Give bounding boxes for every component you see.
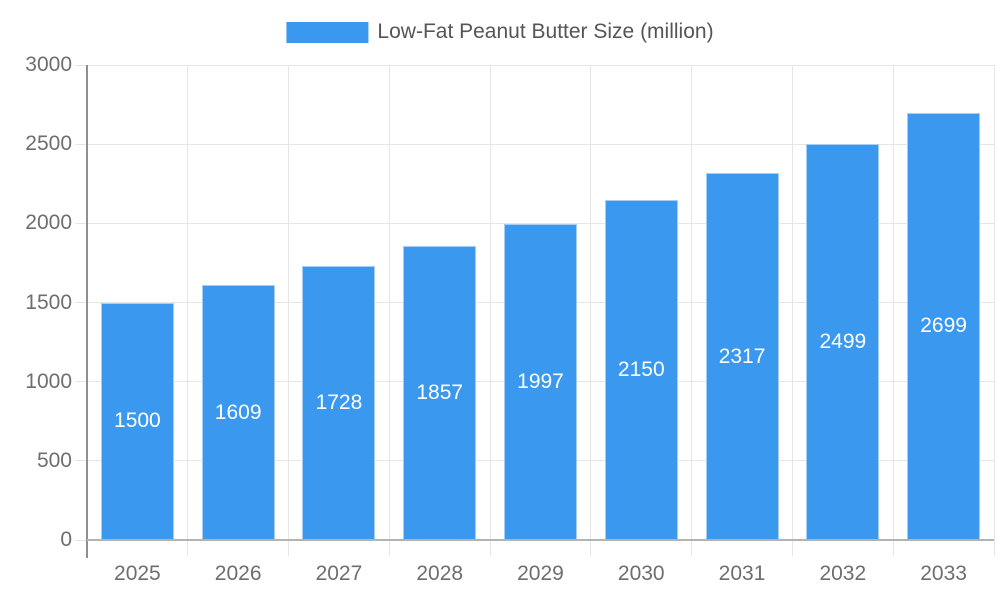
x-axis-tick [489, 540, 491, 556]
bar[interactable]: 1728 [302, 266, 376, 540]
bar[interactable]: 1500 [100, 302, 174, 540]
bar-value-label: 2150 [617, 357, 665, 381]
x-gridline [791, 65, 793, 540]
legend-label: Low-Fat Peanut Butter Size (million) [377, 20, 714, 43]
x-gridline [892, 65, 894, 540]
x-gridline [388, 65, 390, 540]
y-axis-label: 1000 [25, 369, 72, 393]
y-axis-label: 3000 [25, 53, 72, 76]
bar-value-label: 1997 [517, 369, 564, 393]
x-gridline [993, 65, 995, 540]
y-axis-tick [75, 302, 87, 303]
y-axis-tick [75, 143, 87, 145]
y-axis-label: 500 [36, 448, 72, 472]
legend-item[interactable]: Low-Fat Peanut Butter Size (million) [286, 20, 714, 44]
bar[interactable]: 1997 [504, 223, 577, 540]
bar-value-label: 2499 [819, 330, 867, 354]
x-gridline [691, 65, 693, 540]
x-gridline [187, 65, 189, 540]
legend-swatch [286, 21, 369, 43]
bar[interactable]: 1857 [403, 245, 477, 540]
bar-value-label: 1609 [214, 400, 262, 424]
bar-value-label: 2317 [718, 344, 766, 368]
x-axis-tick [187, 540, 189, 556]
x-axis-label: 2027 [315, 562, 363, 585]
x-axis-label: 2031 [718, 562, 766, 585]
x-axis-tick [288, 540, 290, 556]
x-gridline [489, 65, 491, 540]
y-axis-tick [75, 222, 87, 224]
x-axis-label: 2028 [416, 562, 464, 585]
y-axis-tick [75, 539, 87, 541]
x-axis-tick [993, 540, 995, 556]
y-axis-tick [75, 64, 87, 66]
x-axis-tick [691, 540, 693, 556]
x-axis-label: 2029 [517, 562, 564, 585]
y-axis-label: 0 [60, 528, 72, 551]
y-axis-tick [75, 381, 87, 383]
bar[interactable]: 2499 [806, 144, 880, 540]
bar-value-label: 1728 [315, 391, 363, 415]
bar-value-label: 1500 [114, 409, 161, 433]
x-axis-label: 2033 [920, 562, 967, 585]
x-gridline [590, 65, 592, 540]
y-gridline [87, 143, 994, 145]
x-axis-tick [590, 540, 592, 556]
y-axis-line [86, 65, 88, 558]
bar-value-label: 1857 [416, 380, 464, 404]
y-axis-label: 1500 [25, 290, 72, 314]
x-axis-label: 2030 [617, 562, 665, 585]
bar[interactable]: 2150 [604, 199, 678, 540]
x-axis-tick [791, 540, 793, 556]
bar[interactable]: 2317 [705, 173, 779, 540]
bar-value-label: 2699 [920, 314, 967, 338]
x-axis-baseline [87, 539, 994, 541]
x-axis-label: 2025 [114, 562, 161, 585]
bar[interactable]: 2699 [907, 112, 981, 540]
y-axis-label: 2500 [25, 132, 72, 156]
x-axis-label: 2032 [819, 562, 867, 585]
bar[interactable]: 1609 [201, 285, 275, 540]
x-axis-tick [892, 540, 894, 556]
y-gridline [87, 222, 994, 224]
x-gridline [288, 65, 290, 540]
y-gridline [87, 64, 994, 66]
x-axis-label: 2026 [214, 562, 262, 585]
x-axis-tick [388, 540, 390, 556]
y-axis-label: 2000 [25, 211, 72, 235]
y-axis-tick [75, 460, 87, 462]
